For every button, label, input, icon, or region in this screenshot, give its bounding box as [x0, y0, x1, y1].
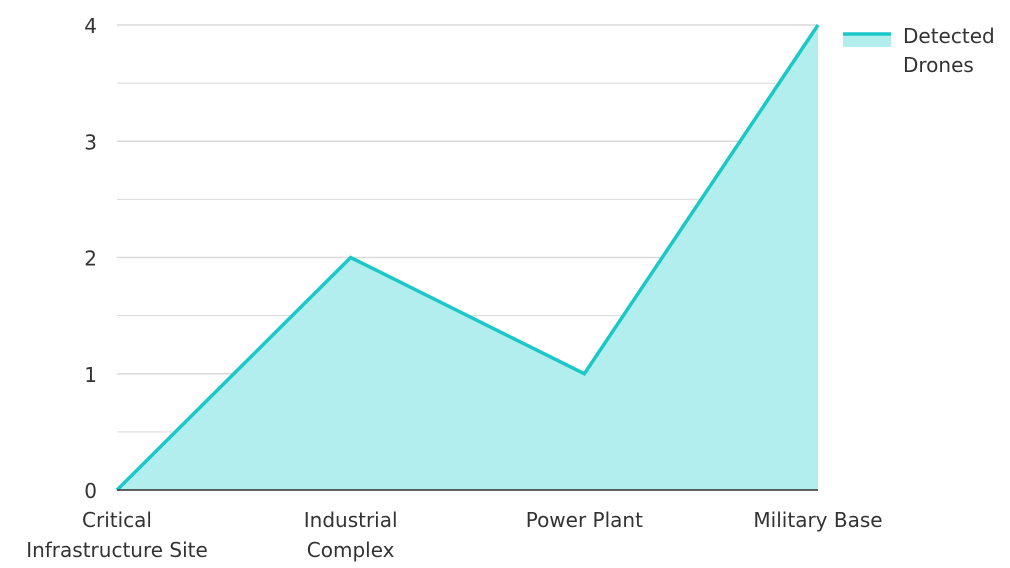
- y-tick-label: 4: [84, 14, 97, 38]
- y-tick-label: 3: [84, 130, 97, 154]
- x-tick-label: Military Base: [753, 508, 882, 532]
- y-axis-ticks: 0 1 2 3 4: [84, 14, 97, 503]
- legend-swatch-fill: [843, 34, 891, 47]
- y-tick-label: 2: [84, 247, 97, 271]
- y-tick-label: 1: [84, 363, 97, 387]
- y-tick-label: 0: [84, 479, 97, 503]
- x-tick-label: Power Plant: [526, 508, 643, 532]
